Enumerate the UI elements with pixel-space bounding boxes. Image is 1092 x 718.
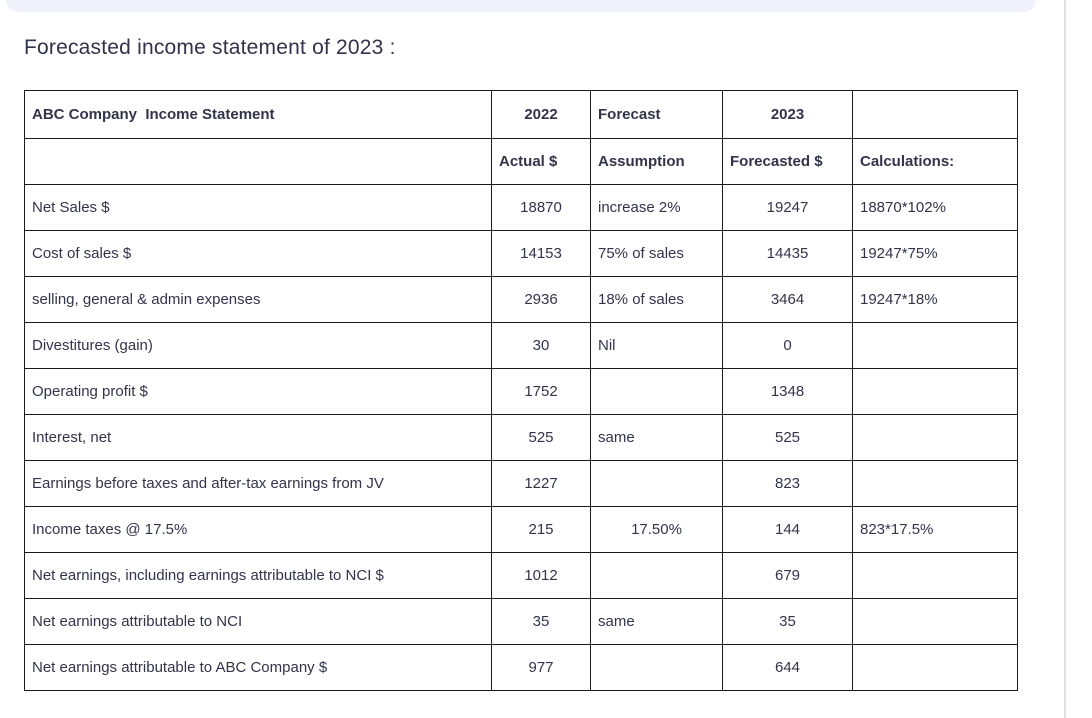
calculation-value xyxy=(852,552,1018,599)
forecasted-value: 35 xyxy=(722,598,853,645)
assumption-value: 17.50% xyxy=(590,506,723,553)
row-label: Net earnings attributable to ABC Company… xyxy=(24,644,492,691)
forecasted-value: 14435 xyxy=(722,230,853,277)
row-label: Earnings before taxes and after-tax earn… xyxy=(24,460,492,507)
assumption-value xyxy=(590,644,723,691)
table-row: Net Sales $ 18870 increase 2% 19247 1887… xyxy=(24,184,1018,231)
table-row: Earnings before taxes and after-tax earn… xyxy=(24,460,1018,507)
assumption-value xyxy=(590,552,723,599)
assumption-value: Nil xyxy=(590,322,723,369)
actual-value: 977 xyxy=(491,644,591,691)
row-label: Interest, net xyxy=(24,414,492,461)
assumption-value: increase 2% xyxy=(590,184,723,231)
table-row: Net earnings attributable to NCI 35 same… xyxy=(24,598,1018,645)
actual-value: 2936 xyxy=(491,276,591,323)
assumption-header: Assumption xyxy=(590,138,723,185)
actual-value: 215 xyxy=(491,506,591,553)
forecasted-value: 679 xyxy=(722,552,853,599)
table-row: Net earnings attributable to ABC Company… xyxy=(24,644,1018,691)
top-rounded-bar xyxy=(6,0,1036,12)
actual-value: 18870 xyxy=(491,184,591,231)
calculation-value xyxy=(852,322,1018,369)
actual-value: 14153 xyxy=(491,230,591,277)
row-label: Net Sales $ xyxy=(24,184,492,231)
panel-divider-line xyxy=(1064,0,1066,718)
table-row: Income taxes @ 17.5% 215 17.50% 144 823*… xyxy=(24,506,1018,553)
row-label: Net earnings attributable to NCI xyxy=(24,598,492,645)
forecasted-value: 0 xyxy=(722,322,853,369)
forecasted-header: Forecasted $ xyxy=(722,138,853,185)
table-row: Divestitures (gain) 30 Nil 0 xyxy=(24,322,1018,369)
actual-value: 30 xyxy=(491,322,591,369)
forecasted-value: 144 xyxy=(722,506,853,553)
forecasted-value: 3464 xyxy=(722,276,853,323)
header-row-columns: Actual $ Assumption Forecasted $ Calcula… xyxy=(24,138,1018,185)
table-row: Operating profit $ 1752 1348 xyxy=(24,368,1018,415)
income-statement-table: ABC Company Income Statement 2022 Foreca… xyxy=(24,90,1018,691)
assumption-value: same xyxy=(590,598,723,645)
assumption-value xyxy=(590,460,723,507)
table-row: Interest, net 525 same 525 xyxy=(24,414,1018,461)
row-label: Operating profit $ xyxy=(24,368,492,415)
year-2022-header: 2022 xyxy=(491,90,591,139)
calculation-value: 823*17.5% xyxy=(852,506,1018,553)
calculation-value xyxy=(852,460,1018,507)
calculation-value: 19247*75% xyxy=(852,230,1018,277)
table-row: Net earnings, including earnings attribu… xyxy=(24,552,1018,599)
calculation-value xyxy=(852,414,1018,461)
forecasted-value: 19247 xyxy=(722,184,853,231)
table-title-cell: ABC Company Income Statement xyxy=(24,90,492,139)
calculation-value xyxy=(852,598,1018,645)
header-row-years: ABC Company Income Statement 2022 Foreca… xyxy=(24,90,1018,139)
assumption-value: 18% of sales xyxy=(590,276,723,323)
row-label: Cost of sales $ xyxy=(24,230,492,277)
year-2023-header: 2023 xyxy=(722,90,853,139)
actual-header: Actual $ xyxy=(491,138,591,185)
forecast-header: Forecast xyxy=(590,90,723,139)
calculation-value xyxy=(852,644,1018,691)
page-title: Forecasted income statement of 2023 : xyxy=(24,36,396,59)
assumption-value: same xyxy=(590,414,723,461)
empty-header-cell xyxy=(852,90,1018,139)
calculation-value: 18870*102% xyxy=(852,184,1018,231)
row-label: Divestitures (gain) xyxy=(24,322,492,369)
empty-label-header xyxy=(24,138,492,185)
forecasted-value: 525 xyxy=(722,414,853,461)
assumption-value: 75% of sales xyxy=(590,230,723,277)
forecasted-value: 823 xyxy=(722,460,853,507)
actual-value: 1012 xyxy=(491,552,591,599)
row-label: Net earnings, including earnings attribu… xyxy=(24,552,492,599)
actual-value: 1752 xyxy=(491,368,591,415)
forecasted-value: 644 xyxy=(722,644,853,691)
table-row: selling, general & admin expenses 2936 1… xyxy=(24,276,1018,323)
row-label: selling, general & admin expenses xyxy=(24,276,492,323)
assumption-value xyxy=(590,368,723,415)
actual-value: 1227 xyxy=(491,460,591,507)
calculations-header: Calculations: xyxy=(852,138,1018,185)
actual-value: 525 xyxy=(491,414,591,461)
row-label: Income taxes @ 17.5% xyxy=(24,506,492,553)
forecasted-value: 1348 xyxy=(722,368,853,415)
table-row: Cost of sales $ 14153 75% of sales 14435… xyxy=(24,230,1018,277)
calculation-value: 19247*18% xyxy=(852,276,1018,323)
actual-value: 35 xyxy=(491,598,591,645)
calculation-value xyxy=(852,368,1018,415)
